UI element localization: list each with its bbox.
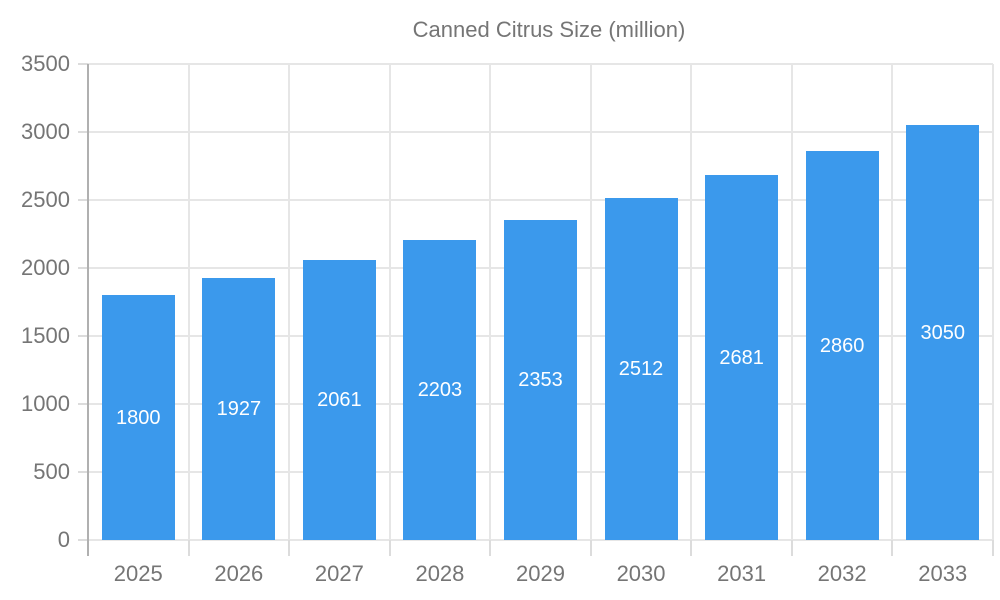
x-axis-tick (589, 540, 592, 556)
y-axis-tick (78, 539, 88, 541)
x-axis-label: 2029 (516, 561, 565, 586)
bar-value-label: 2353 (518, 369, 563, 391)
y-axis-tick (78, 199, 88, 201)
bar-value-label: 1927 (216, 398, 262, 420)
bar-2025: 1800 (101, 295, 175, 540)
legend-label[interactable]: Canned Citrus Size (million) (412, 17, 686, 42)
y-axis-tick (78, 403, 88, 405)
bar-2026: 1927 (202, 278, 276, 540)
x-axis-label: 2031 (717, 561, 767, 586)
y-axis-label: 2500 (21, 187, 70, 212)
gridline-vertical (790, 64, 793, 540)
bar-value-label: 1800 (116, 406, 161, 429)
bar-value-label: 3050 (920, 321, 965, 344)
y-axis-tick (78, 131, 88, 133)
y-axis-tick (78, 335, 88, 337)
x-axis-label: 2028 (415, 561, 465, 586)
y-axis-line (87, 64, 89, 556)
y-axis-tick (78, 471, 88, 473)
bar-value-label: 2860 (819, 334, 865, 357)
gridline-vertical (288, 64, 291, 540)
y-axis-label: 0 (57, 527, 70, 552)
legend-swatch[interactable] (315, 17, 398, 42)
x-axis-tick (790, 540, 793, 556)
bar-value-label: 2061 (317, 389, 362, 411)
x-axis-label: 2026 (214, 561, 264, 586)
y-axis-label: 2000 (21, 255, 70, 280)
x-axis-tick (891, 540, 894, 556)
x-axis-label: 2027 (314, 561, 364, 586)
y-axis-label: 3000 (21, 119, 70, 144)
y-axis-label: 3500 (21, 51, 70, 76)
x-axis-tick (187, 540, 190, 556)
y-axis-label: 500 (33, 459, 70, 484)
bar-2031: 2681 (705, 175, 779, 540)
gridline-horizontal (88, 131, 993, 133)
x-axis-label: 2030 (616, 561, 666, 586)
bar-2028: 2203 (403, 240, 477, 540)
gridline-vertical (992, 64, 994, 540)
bar-2033: 3050 (906, 125, 980, 540)
x-axis-tick (388, 540, 391, 556)
x-axis-label: 2032 (817, 561, 867, 586)
x-axis-tick (992, 540, 994, 556)
gridline-horizontal (88, 63, 993, 65)
gridline-vertical (589, 64, 592, 540)
legend: Canned Citrus Size (million) (0, 17, 1000, 42)
x-axis-tick (288, 540, 291, 556)
bar-value-label: 2203 (417, 379, 463, 401)
y-axis-label: 1500 (21, 323, 70, 348)
y-axis-label: 1000 (21, 391, 70, 416)
bar-2032: 2860 (805, 151, 879, 540)
gridline-vertical (388, 64, 391, 540)
x-axis-tick (489, 540, 492, 556)
gridline-horizontal (88, 199, 993, 201)
bar-value-label: 2512 (618, 358, 664, 380)
x-axis-label: 2025 (113, 561, 163, 586)
bar-2030: 2512 (604, 198, 678, 540)
gridline-vertical (489, 64, 492, 540)
y-axis-tick (78, 63, 88, 65)
gridline-vertical (690, 64, 693, 540)
bar-value-label: 2681 (719, 346, 764, 369)
bar-2029: 2353 (504, 220, 577, 540)
gridline-horizontal (88, 539, 993, 541)
y-axis-tick (78, 267, 88, 269)
x-axis-label: 2033 (918, 561, 968, 586)
gridline-vertical (187, 64, 190, 540)
gridline-vertical (891, 64, 894, 540)
bar-2027: 2061 (302, 260, 376, 540)
x-axis-tick (690, 540, 693, 556)
